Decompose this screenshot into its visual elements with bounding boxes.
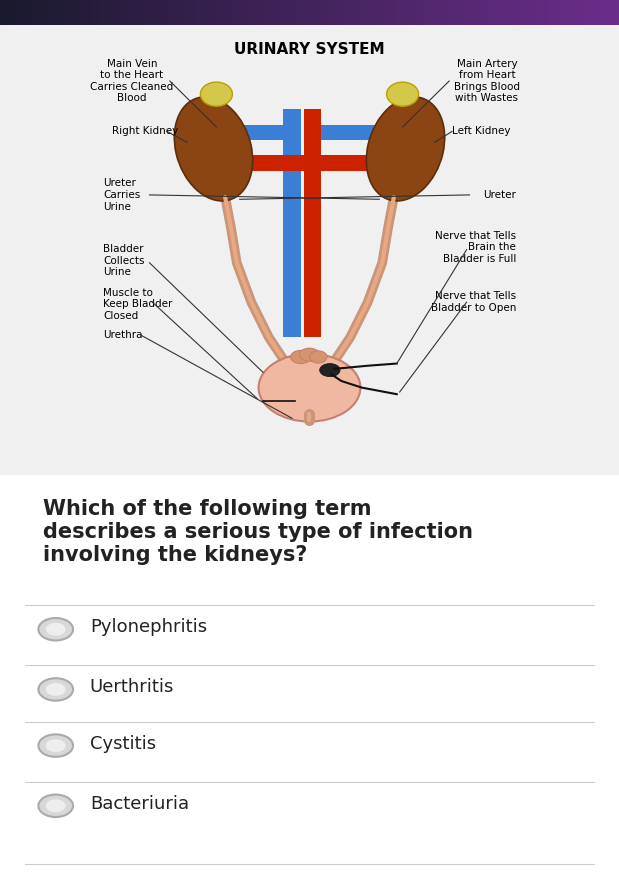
FancyBboxPatch shape [210, 156, 321, 171]
Circle shape [38, 618, 73, 640]
Ellipse shape [175, 97, 253, 201]
Text: Ureter
Carries
Urine: Ureter Carries Urine [103, 179, 140, 211]
FancyBboxPatch shape [210, 124, 301, 140]
Text: Right Kidney: Right Kidney [111, 126, 178, 137]
Text: Main Artery
from Heart
Brings Blood
with Wastes: Main Artery from Heart Brings Blood with… [454, 59, 520, 103]
Circle shape [46, 623, 66, 636]
Text: Nerve that Tells
Brain the
Bladder is Full: Nerve that Tells Brain the Bladder is Fu… [435, 231, 516, 264]
Circle shape [46, 739, 66, 752]
Ellipse shape [201, 82, 232, 106]
FancyBboxPatch shape [0, 475, 619, 876]
Text: Left Kidney: Left Kidney [452, 126, 510, 137]
Text: Bladder
Collects
Urine: Bladder Collects Urine [103, 244, 144, 277]
Ellipse shape [300, 348, 319, 362]
Text: Nerve that Tells
Bladder to Open: Nerve that Tells Bladder to Open [431, 292, 516, 313]
FancyBboxPatch shape [284, 110, 301, 337]
Circle shape [38, 795, 73, 817]
FancyBboxPatch shape [321, 156, 409, 171]
Circle shape [46, 683, 66, 696]
Text: Cystitis: Cystitis [90, 735, 156, 752]
Circle shape [38, 678, 73, 701]
Ellipse shape [319, 364, 340, 377]
Text: Uerthritis: Uerthritis [90, 678, 174, 696]
Ellipse shape [259, 354, 360, 421]
Circle shape [46, 800, 66, 812]
Text: Main Vein
to the Heart
Carries Cleaned
Blood: Main Vein to the Heart Carries Cleaned B… [90, 59, 174, 103]
Circle shape [38, 734, 73, 757]
FancyBboxPatch shape [321, 124, 409, 140]
Text: Ureter: Ureter [483, 190, 516, 200]
Ellipse shape [387, 82, 418, 106]
Ellipse shape [290, 350, 311, 364]
Ellipse shape [366, 97, 444, 201]
Text: Which of the following term
describes a serious type of infection
involving the : Which of the following term describes a … [43, 498, 474, 565]
Text: Urethra: Urethra [103, 330, 142, 340]
Ellipse shape [310, 351, 327, 363]
Text: Muscle to
Keep Bladder
Closed: Muscle to Keep Bladder Closed [103, 288, 172, 321]
Text: URINARY SYSTEM: URINARY SYSTEM [234, 41, 385, 57]
Text: Bacteriuria: Bacteriuria [90, 795, 189, 813]
Text: Pylonephritis: Pylonephritis [90, 618, 207, 636]
FancyBboxPatch shape [304, 110, 321, 337]
